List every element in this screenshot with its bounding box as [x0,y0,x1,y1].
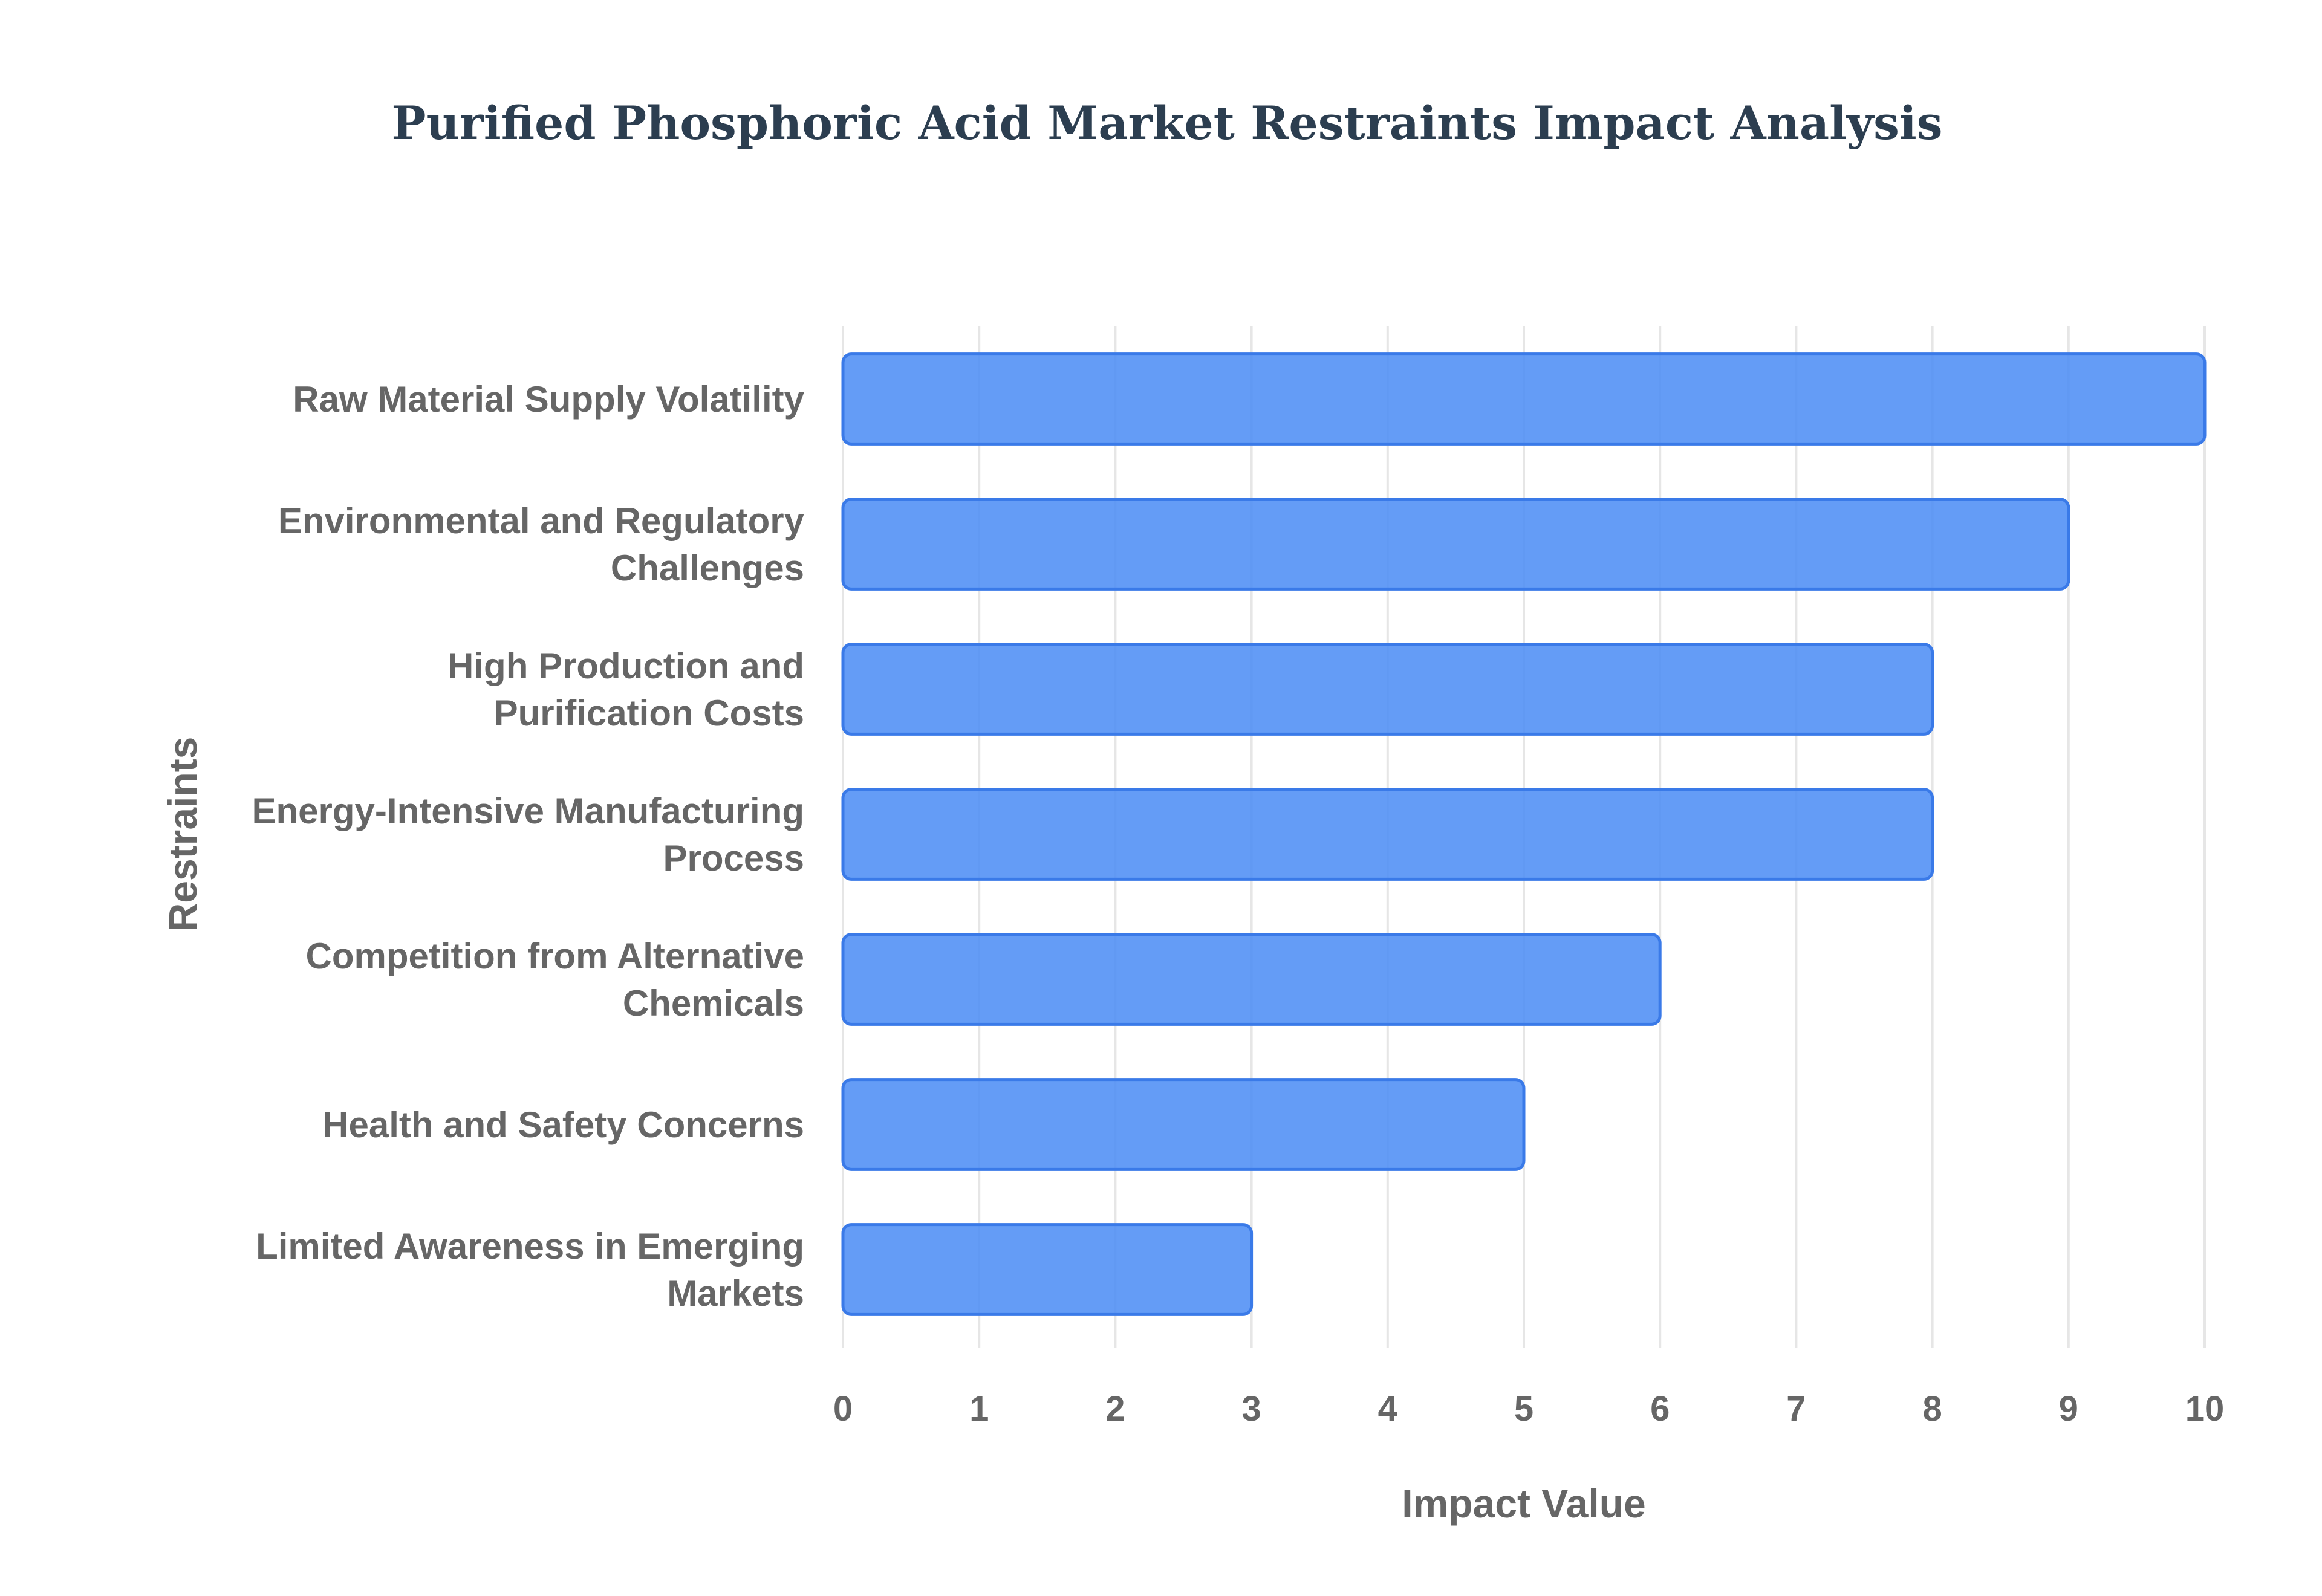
x-tick-label: 6 [1650,1389,1670,1429]
category-label-line: Purification Costs [494,693,804,733]
category-label-line: Raw Material Supply Volatility [293,379,804,420]
category-label: Limited Awareness in Emerging Markets [256,1226,804,1314]
category-label: High Production and Purification Costs [447,646,804,733]
category-label-line: High Production and [447,646,804,686]
bar [841,498,2070,591]
category-label-line: Health and Safety Concerns [322,1105,804,1145]
bar [841,1223,1254,1316]
bar [841,933,1662,1026]
chart-title: Purified Phosphoric Acid Market Restrain… [391,96,1942,150]
x-tick-label: 3 [1241,1389,1261,1429]
bar [841,352,2207,446]
category-label: Environmental and Regulatory Challenges [278,501,805,588]
x-axis-title: Impact Value [1402,1481,1646,1526]
category-label: Energy-Intensive Manufacturing Process [252,791,804,878]
category-label-line: Challenges [611,548,804,588]
bar [841,1078,1526,1171]
category-label: Raw Material Supply Volatility [293,379,804,420]
x-tick-label: 0 [833,1389,853,1429]
bar [841,788,1934,881]
category-label-line: Chemicals [623,983,804,1023]
category-label-line: Limited Awareness in Emerging [256,1226,804,1267]
category-label: Health and Safety Concerns [322,1105,804,1145]
category-label-line: Competition from Alternative [305,936,804,976]
bar [841,643,1934,736]
x-tick-labels: 0 1 2 3 4 5 6 7 8 9 10 [833,1389,2224,1429]
bars [841,352,2207,1316]
y-axis-title: Restraints [160,737,205,932]
x-tick-label: 5 [1514,1389,1533,1429]
x-tick-label: 10 [2185,1389,2225,1429]
x-tick-label: 1 [969,1389,989,1429]
category-label-line: Markets [667,1273,804,1314]
category-labels: Raw Material Supply Volatility Environmen… [252,379,805,1314]
x-tick-label: 9 [2059,1389,2078,1429]
category-label-line: Energy-Intensive Manufacturing [252,791,804,831]
x-tick-label: 4 [1378,1389,1397,1429]
category-label-line: Process [663,838,805,878]
x-tick-label: 2 [1105,1389,1125,1429]
category-label: Competition from Alternative Chemicals [305,936,804,1023]
x-tick-label: 8 [1922,1389,1942,1429]
x-tick-label: 7 [1786,1389,1806,1429]
category-label-line: Environmental and Regulatory [278,501,805,541]
